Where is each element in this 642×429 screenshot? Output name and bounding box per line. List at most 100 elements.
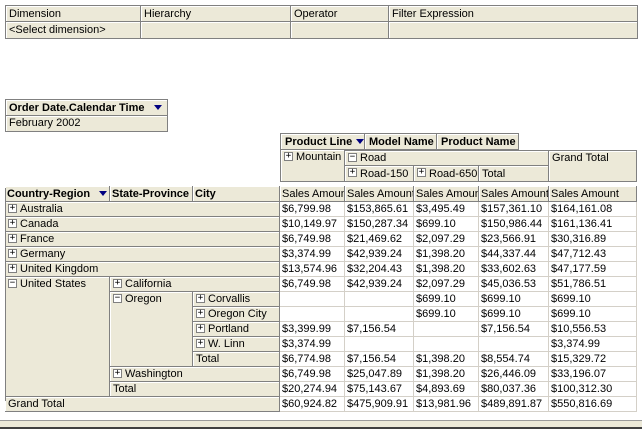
filter-column-dimension: Dimension [6, 6, 141, 22]
slicer-field-button[interactable]: Order Date.Calendar Time [5, 99, 168, 116]
row-header-label: Australia [20, 203, 63, 215]
filter-expression-cell[interactable] [389, 22, 638, 39]
row-header-canada[interactable]: + Canada [5, 217, 280, 232]
select-dimension-cell[interactable]: <Select dimension> [6, 22, 141, 39]
column-member-mountain[interactable]: + Mountain [280, 150, 345, 182]
pivot-row: + Australia $6,799.98 $153,865.61 $3,495.49 $… [5, 202, 638, 217]
expand-icon[interactable]: + [113, 277, 122, 288]
column-members-row-2: + Road-150 + Road-650 Total [5, 166, 637, 182]
collapse-icon[interactable]: − [113, 292, 122, 303]
data-cell: $153,865.61 [345, 202, 414, 217]
row-header-oregon[interactable]: − Oregon [110, 292, 193, 367]
dropdown-icon[interactable] [154, 105, 162, 110]
slicer-area: Order Date.Calendar Time February 2002 [5, 99, 168, 132]
data-cell: $20,274.94 [280, 382, 345, 397]
data-cell: $51,786.51 [549, 277, 638, 292]
column-member-road-650[interactable]: + Road-650 [414, 166, 479, 182]
window-bottom-edge [0, 427, 642, 429]
expand-icon[interactable]: + [8, 262, 17, 273]
row-header-france[interactable]: + France [5, 232, 280, 247]
column-member-road[interactable]: − Road [345, 150, 550, 166]
data-cell [345, 307, 414, 322]
row-header-united-kingdom[interactable]: + United Kingdom [5, 262, 280, 277]
data-cell [280, 292, 345, 307]
field-state-province[interactable]: State-Province [110, 186, 193, 202]
data-cell: $1,398.20 [414, 247, 479, 262]
field-product-name[interactable]: Product Name [437, 133, 519, 150]
data-cell: $25,047.89 [345, 367, 414, 382]
dropdown-icon[interactable] [99, 191, 107, 196]
data-cell: $47,712.43 [549, 247, 638, 262]
data-cell: $26,446.09 [479, 367, 550, 382]
pivot-corner [5, 150, 280, 182]
row-header-united-states[interactable]: − United States [5, 277, 110, 397]
column-member-grand-total[interactable]: Grand Total [549, 150, 638, 182]
filter-grid: Dimension Hierarchy Operator Filter Expr… [5, 5, 638, 39]
column-member-road-total[interactable]: Total [479, 166, 550, 182]
expand-icon[interactable]: + [196, 322, 205, 333]
pivot-row: + Oregon City $699.10 $699.10 $699.10 [5, 307, 638, 322]
pivot-area: Product Line Model Name Product Name + [5, 133, 638, 412]
field-model-name[interactable]: Model Name [365, 133, 437, 150]
data-cell: $3,374.99 [549, 337, 638, 352]
measure-header[interactable]: Sales Amount [414, 186, 479, 202]
row-header-total[interactable]: Total [193, 352, 280, 367]
field-city[interactable]: City [193, 186, 280, 202]
row-header-germany[interactable]: + Germany [5, 247, 280, 262]
row-header-label: Total [196, 353, 220, 365]
expand-icon[interactable]: + [196, 307, 205, 318]
expand-icon[interactable]: + [417, 167, 426, 178]
expand-icon[interactable]: + [8, 232, 17, 243]
field-product-line[interactable]: Product Line [280, 133, 365, 150]
collapse-icon[interactable]: − [348, 151, 357, 162]
pivot-row: − Oregon + Corvallis $699.10 $699.10 $699.10 [5, 292, 638, 367]
row-header-oregon-city[interactable]: + Oregon City [193, 307, 280, 322]
filter-hierarchy-cell[interactable] [141, 22, 291, 39]
data-cell: $13,574.96 [280, 262, 345, 277]
row-header-corvallis[interactable]: + Corvallis [193, 292, 280, 307]
fields-and-measures-row: Country-Region State-Province City Sales… [5, 186, 638, 202]
slicer-value[interactable]: February 2002 [5, 116, 168, 132]
expand-icon[interactable]: + [284, 150, 293, 161]
data-cell [479, 337, 550, 352]
data-cell: $164,161.08 [549, 202, 638, 217]
measure-header[interactable]: Sales Amount [479, 186, 550, 202]
dropdown-icon[interactable] [356, 139, 364, 144]
filter-grid-row: <Select dimension> [6, 22, 638, 39]
expand-icon[interactable]: + [8, 202, 17, 213]
column-member-road-150[interactable]: + Road-150 [345, 166, 414, 182]
data-cell [280, 307, 345, 322]
expand-icon[interactable]: + [196, 337, 205, 348]
measure-header[interactable]: Sales Amount [549, 186, 638, 202]
filter-operator-cell[interactable] [291, 22, 389, 39]
row-header-portland[interactable]: + Portland [193, 322, 280, 337]
row-header-total[interactable]: Total [110, 382, 280, 397]
pivot-row: + United Kingdom $13,574.96 $32,204.43 $1,39… [5, 262, 638, 277]
data-cell: $1,398.20 [414, 367, 479, 382]
row-header-washington[interactable]: + Washington [110, 367, 280, 382]
expand-icon[interactable]: + [8, 247, 17, 258]
data-cell: $6,749.98 [280, 277, 345, 292]
data-cell: $8,554.74 [479, 352, 550, 367]
expand-icon[interactable]: + [113, 367, 122, 378]
pivot-row: Total $20,274.94 $75,143.67 $4,893.69 $80,03… [5, 382, 638, 397]
row-header-grand-total[interactable]: Grand Total [5, 397, 280, 412]
filter-column-filter-expression: Filter Expression [389, 6, 638, 22]
field-country-region[interactable]: Country-Region [5, 186, 110, 202]
pivot-row: + Washington $6,749.98 $25,047.89 $1,398.20 $… [5, 367, 638, 382]
expand-icon[interactable]: + [348, 167, 357, 178]
data-cell: $32,204.43 [345, 262, 414, 277]
expand-icon[interactable]: + [196, 292, 205, 303]
row-header-w-linn[interactable]: + W. Linn [193, 337, 280, 352]
row-header-california[interactable]: + California [110, 277, 280, 292]
measure-header[interactable]: Sales Amount [345, 186, 414, 202]
collapse-icon[interactable]: − [8, 277, 17, 288]
measure-header[interactable]: Sales Amount [280, 186, 345, 202]
data-cell: $3,374.99 [280, 247, 345, 262]
column-fields-row: Product Line Model Name Product Name [280, 133, 519, 150]
data-cell: $33,196.07 [549, 367, 638, 382]
pivot-body: + Australia $6,799.98 $153,865.61 $3,495.49 $… [5, 202, 638, 412]
expand-icon[interactable]: + [8, 217, 17, 228]
row-header-australia[interactable]: + Australia [5, 202, 280, 217]
data-cell: $6,774.98 [280, 352, 345, 367]
